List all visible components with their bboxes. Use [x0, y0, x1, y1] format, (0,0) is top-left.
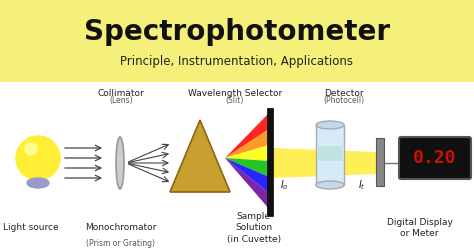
Text: Spectrophotometer: Spectrophotometer	[84, 18, 390, 46]
Text: 0.20: 0.20	[413, 149, 457, 167]
Polygon shape	[225, 145, 270, 161]
Bar	[0, 0, 474, 82]
Polygon shape	[273, 148, 376, 178]
Text: Monochromator: Monochromator	[85, 223, 156, 233]
Ellipse shape	[27, 178, 49, 188]
Text: Light source: Light source	[3, 223, 59, 233]
Circle shape	[25, 143, 37, 155]
Text: (Slit): (Slit)	[226, 96, 244, 105]
Ellipse shape	[116, 137, 124, 189]
Bar	[318, 146, 342, 161]
Circle shape	[16, 136, 60, 180]
Polygon shape	[225, 112, 270, 158]
Text: $I_t$: $I_t$	[358, 178, 366, 192]
Text: Wavelength Selector: Wavelength Selector	[188, 89, 282, 97]
Bar	[0, 82, 474, 248]
Text: Collimator: Collimator	[98, 89, 144, 97]
Text: (Prism or Grating): (Prism or Grating)	[86, 239, 155, 248]
Polygon shape	[225, 158, 270, 177]
Text: Detector: Detector	[324, 89, 364, 97]
Polygon shape	[225, 128, 270, 158]
Text: (Photocell): (Photocell)	[323, 96, 364, 105]
Bar	[267, 108, 273, 216]
Bar	[376, 138, 384, 186]
FancyBboxPatch shape	[399, 137, 471, 179]
Polygon shape	[225, 158, 270, 194]
Bar	[316, 125, 344, 185]
Ellipse shape	[316, 181, 344, 189]
Text: Sample
Solution
(in Cuvette): Sample Solution (in Cuvette)	[227, 212, 281, 244]
Text: $I_o$: $I_o$	[280, 178, 288, 192]
Text: Principle, Instrumentation, Applications: Principle, Instrumentation, Applications	[120, 56, 354, 68]
Text: Digital Display
or Meter: Digital Display or Meter	[387, 218, 452, 238]
Polygon shape	[170, 120, 230, 192]
Text: (Lens): (Lens)	[109, 96, 133, 105]
Polygon shape	[225, 158, 270, 210]
Ellipse shape	[316, 121, 344, 129]
